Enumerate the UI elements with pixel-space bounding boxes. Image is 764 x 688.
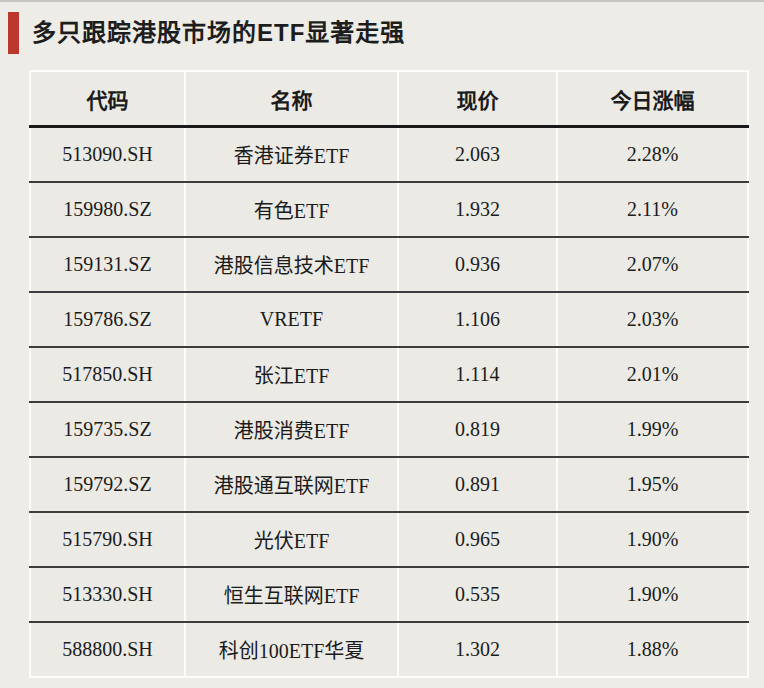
- column-header-code: 代码: [30, 71, 185, 127]
- table-row: 513330.SH 恒生互联网ETF 0.535 1.90%: [30, 567, 748, 622]
- page: 多只跟踪港股市场的ETF显著走强 代码 名称 现价 今日涨幅 513090.SH…: [0, 2, 764, 678]
- table-row: 159735.SZ 港股消费ETF 0.819 1.99%: [30, 402, 748, 457]
- etf-code-cell: 159786.SZ: [30, 292, 185, 347]
- column-header-price: 现价: [398, 71, 557, 127]
- etf-change-cell: 1.90%: [557, 512, 748, 567]
- etf-name-cell: VRETF: [185, 292, 398, 347]
- etf-change-cell: 2.28%: [557, 127, 748, 183]
- etf-code-cell: 517850.SH: [30, 347, 185, 402]
- title-accent-bar: [8, 12, 19, 54]
- table-body: 513090.SH 香港证券ETF 2.063 2.28% 159980.SZ …: [30, 127, 748, 678]
- title-section: 多只跟踪港股市场的ETF显著走强: [0, 2, 764, 55]
- etf-change-cell: 2.03%: [557, 292, 748, 347]
- etf-table: 代码 名称 现价 今日涨幅 513090.SH 香港证券ETF 2.063 2.…: [29, 70, 749, 678]
- page-title: 多只跟踪港股市场的ETF显著走强: [32, 21, 405, 45]
- etf-code-cell: 513330.SH: [30, 567, 185, 622]
- table-row: 159980.SZ 有色ETF 1.932 2.11%: [30, 182, 748, 237]
- etf-name-cell: 港股通互联网ETF: [185, 457, 398, 512]
- table-row: 513090.SH 香港证券ETF 2.063 2.28%: [30, 127, 748, 183]
- etf-price-cell: 1.932: [398, 182, 557, 237]
- etf-price-cell: 1.302: [398, 622, 557, 677]
- etf-change-cell: 1.95%: [557, 457, 748, 512]
- etf-name-cell: 光伏ETF: [185, 512, 398, 567]
- etf-code-cell: 159735.SZ: [30, 402, 185, 457]
- etf-change-cell: 2.11%: [557, 182, 748, 237]
- etf-code-cell: 588800.SH: [30, 622, 185, 677]
- etf-change-cell: 1.88%: [557, 622, 748, 677]
- table-row: 515790.SH 光伏ETF 0.965 1.90%: [30, 512, 748, 567]
- table-header: 代码 名称 现价 今日涨幅: [30, 71, 748, 127]
- etf-price-cell: 0.819: [398, 402, 557, 457]
- etf-name-cell: 港股消费ETF: [185, 402, 398, 457]
- etf-change-cell: 1.99%: [557, 402, 748, 457]
- etf-price-cell: 0.936: [398, 237, 557, 292]
- table-row: 159786.SZ VRETF 1.106 2.03%: [30, 292, 748, 347]
- column-header-change: 今日涨幅: [557, 71, 748, 127]
- etf-price-cell: 1.106: [398, 292, 557, 347]
- etf-change-cell: 2.01%: [557, 347, 748, 402]
- etf-code-cell: 159792.SZ: [30, 457, 185, 512]
- column-header-name: 名称: [185, 71, 398, 127]
- etf-name-cell: 张江ETF: [185, 347, 398, 402]
- table-row: 159792.SZ 港股通互联网ETF 0.891 1.95%: [30, 457, 748, 512]
- table-header-row: 代码 名称 现价 今日涨幅: [30, 71, 748, 127]
- etf-price-cell: 0.965: [398, 512, 557, 567]
- etf-code-cell: 159131.SZ: [30, 237, 185, 292]
- etf-code-cell: 159980.SZ: [30, 182, 185, 237]
- etf-change-cell: 2.07%: [557, 237, 748, 292]
- etf-name-cell: 香港证券ETF: [185, 127, 398, 183]
- table-row: 159131.SZ 港股信息技术ETF 0.936 2.07%: [30, 237, 748, 292]
- etf-price-cell: 2.063: [398, 127, 557, 183]
- etf-price-cell: 1.114: [398, 347, 557, 402]
- etf-price-cell: 0.535: [398, 567, 557, 622]
- etf-price-cell: 0.891: [398, 457, 557, 512]
- etf-name-cell: 科创100ETF华夏: [185, 622, 398, 677]
- etf-change-cell: 1.90%: [557, 567, 748, 622]
- etf-name-cell: 有色ETF: [185, 182, 398, 237]
- table-row: 517850.SH 张江ETF 1.114 2.01%: [30, 347, 748, 402]
- etf-name-cell: 港股信息技术ETF: [185, 237, 398, 292]
- etf-code-cell: 513090.SH: [30, 127, 185, 183]
- etf-code-cell: 515790.SH: [30, 512, 185, 567]
- etf-name-cell: 恒生互联网ETF: [185, 567, 398, 622]
- table-row: 588800.SH 科创100ETF华夏 1.302 1.88%: [30, 622, 748, 677]
